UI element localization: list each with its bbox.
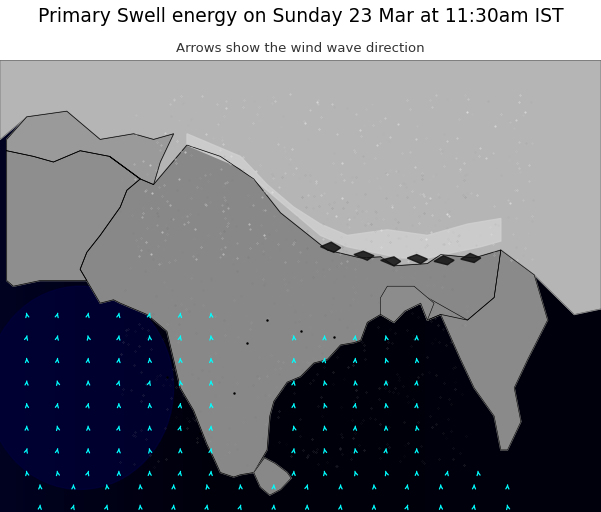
Polygon shape (7, 111, 174, 185)
Polygon shape (380, 257, 401, 266)
Polygon shape (407, 254, 427, 264)
Polygon shape (380, 286, 434, 323)
Polygon shape (187, 134, 501, 258)
Polygon shape (434, 255, 454, 265)
Polygon shape (320, 242, 341, 252)
Polygon shape (7, 151, 140, 286)
Text: Arrows show the wind wave direction: Arrows show the wind wave direction (176, 42, 425, 55)
Polygon shape (0, 60, 601, 314)
Polygon shape (461, 253, 481, 263)
Polygon shape (354, 251, 374, 260)
Polygon shape (254, 458, 291, 495)
Text: Primary Swell energy on Sunday 23 Mar at 11:30am IST: Primary Swell energy on Sunday 23 Mar at… (38, 7, 563, 27)
Polygon shape (427, 250, 548, 450)
Polygon shape (80, 145, 501, 477)
Ellipse shape (0, 286, 174, 489)
